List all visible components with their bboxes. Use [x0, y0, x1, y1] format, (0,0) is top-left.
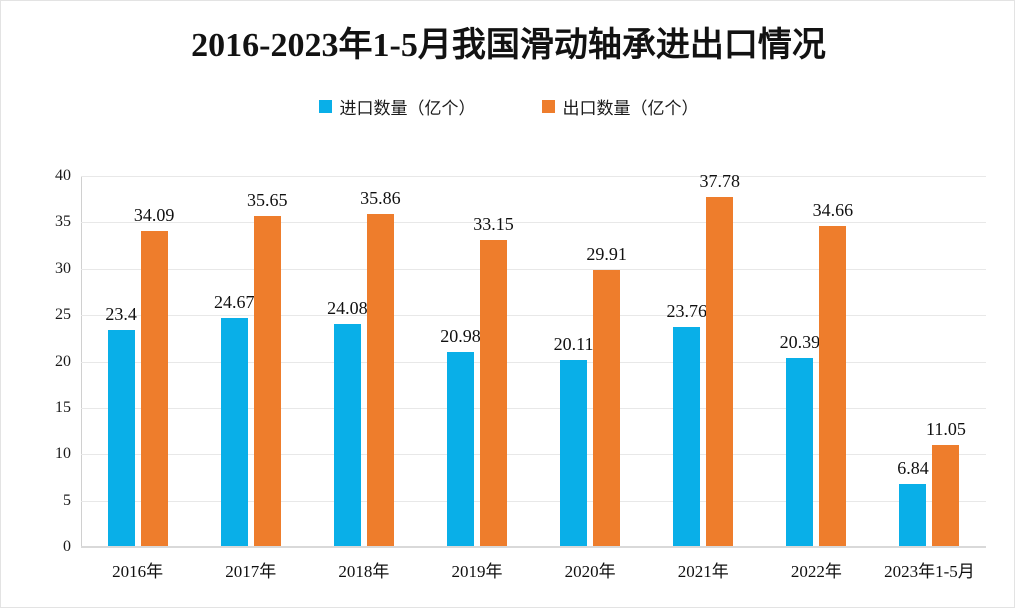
x-axis-tick-label: 2021年 — [677, 562, 729, 581]
x-axis-tick-label: 2017年 — [225, 562, 277, 581]
bar-group: 20.11 29.91 — [534, 176, 647, 547]
bar[interactable] — [140, 230, 168, 547]
bar-group: 23.4 34.09 — [81, 176, 194, 547]
legend-swatch-export — [541, 100, 555, 113]
bar-value-label: 24.08 — [327, 297, 368, 318]
bar[interactable] — [107, 329, 135, 547]
bar[interactable] — [253, 216, 281, 547]
bar-slot: 20.11 — [554, 176, 593, 547]
bar-group: 6.84 11.05 — [873, 176, 986, 547]
bar-group: 20.39 34.66 — [760, 176, 873, 547]
gridline — [81, 361, 986, 363]
x-axis-tick-label: 2019年 — [451, 562, 503, 581]
bar-slot: 24.67 — [214, 176, 254, 547]
bar[interactable] — [479, 239, 507, 547]
y-axis-tick-label: 15 — [55, 398, 71, 416]
bar-value-label: 24.67 — [213, 292, 255, 313]
bar-slot: 11.05 — [926, 176, 966, 547]
gridline — [81, 176, 986, 177]
bar[interactable] — [706, 196, 734, 547]
gridline — [81, 222, 986, 224]
bar-slot: 29.91 — [586, 176, 627, 547]
y-axis-tick-label: 20 — [55, 352, 71, 370]
bar-value-label: 6.84 — [897, 457, 929, 478]
bar-slot: 23.76 — [666, 176, 707, 547]
bar-slot: 34.09 — [134, 176, 174, 547]
bar-value-label: 29.91 — [586, 243, 627, 264]
legend-label-export: 出口数量（亿个） — [562, 99, 699, 118]
gridline — [81, 315, 986, 317]
bar-value-label: 11.05 — [926, 418, 966, 439]
bar-value-label: 23.4 — [105, 303, 137, 324]
bar[interactable] — [786, 357, 814, 547]
x-axis-tick-label: 2023年1-5月 — [884, 562, 975, 581]
bar[interactable] — [446, 352, 474, 547]
y-axis-tick-label: 30 — [55, 259, 71, 277]
bar-value-label: 37.78 — [699, 170, 740, 191]
bar-group: 24.08 35.86 — [307, 176, 420, 547]
bar-value-label: 20.98 — [440, 326, 481, 347]
bar-value-label: 23.76 — [666, 300, 707, 321]
y-axis-tick-labels: 0 5 10 15 20 25 30 35 40 — [39, 167, 71, 555]
bar-value-label: 34.09 — [133, 204, 175, 225]
bar-slot: 24.08 — [327, 176, 368, 547]
bar-slot: 35.86 — [360, 176, 401, 547]
bar[interactable] — [932, 444, 960, 547]
bar-value-label: 33.15 — [473, 213, 514, 234]
bar-slot: 33.15 — [473, 176, 514, 547]
bar-group: 20.98 33.15 — [420, 176, 533, 547]
bar[interactable] — [899, 483, 927, 547]
legend-item-import[interactable]: 进口数量（亿个） — [318, 94, 476, 119]
bar-value-label: 35.65 — [246, 190, 288, 211]
y-axis-tick-label: 10 — [55, 445, 71, 463]
bar[interactable] — [333, 323, 361, 547]
gridline — [81, 268, 986, 270]
legend-label-import: 进口数量（亿个） — [339, 99, 476, 118]
y-axis-tick-label: 40 — [55, 167, 71, 184]
bar[interactable] — [593, 269, 621, 547]
legend-swatch-import — [318, 100, 332, 113]
bar-value-label: 34.66 — [812, 199, 854, 220]
bar-group: 24.67 35.65 — [194, 176, 307, 547]
bar-slot: 20.98 — [440, 176, 481, 547]
gridline — [81, 407, 986, 409]
x-axis-tick-label: 2016年 — [112, 562, 164, 581]
bar-slot: 34.66 — [813, 176, 853, 547]
bar-slot: 23.4 — [105, 176, 137, 547]
y-axis-tick-label: 5 — [63, 491, 71, 509]
bar-slot: 37.78 — [699, 172, 740, 547]
y-axis-tick-label: 35 — [55, 213, 71, 231]
plot-area: 23.4 34.09 24.67 35.65 24.08 35.86 20.98 33.15 2… — [81, 172, 986, 548]
bar-value-label: 20.39 — [779, 331, 821, 352]
gridline — [81, 500, 986, 502]
x-axis-tick-labels: 2016年 2017年 2018年 2019年 2020年 2021年 2022年 2023年… — [81, 557, 986, 587]
chart-legend: 进口数量（亿个） 出口数量（亿个） — [1, 94, 1014, 119]
y-axis-tick-label: 0 — [63, 538, 71, 555]
bar[interactable] — [366, 214, 394, 547]
bar-value-label: 35.86 — [360, 188, 401, 209]
x-axis-tick-label: 2018年 — [338, 562, 390, 581]
bar[interactable] — [819, 225, 847, 547]
bar-slot: 20.39 — [780, 176, 820, 547]
bar-slot: 35.65 — [247, 176, 287, 547]
x-axis-tick-label: 2022年 — [790, 562, 842, 581]
bar-group: 23.76 37.78 — [647, 172, 760, 547]
bar[interactable] — [673, 326, 701, 547]
bar-slot: 6.84 — [897, 176, 929, 547]
bar-value-label: 20.11 — [553, 334, 594, 355]
y-axis-tick-label: 25 — [55, 306, 71, 324]
chart-title: 2016-2023年1-5月我国滑动轴承进出口情况 — [191, 27, 826, 64]
gridline — [81, 454, 986, 456]
legend-item-export[interactable]: 出口数量（亿个） — [541, 94, 699, 119]
bar[interactable] — [560, 360, 588, 547]
x-axis-tick-label: 2020年 — [564, 562, 616, 581]
x-axis-baseline — [81, 546, 986, 548]
bar[interactable] — [220, 318, 248, 547]
